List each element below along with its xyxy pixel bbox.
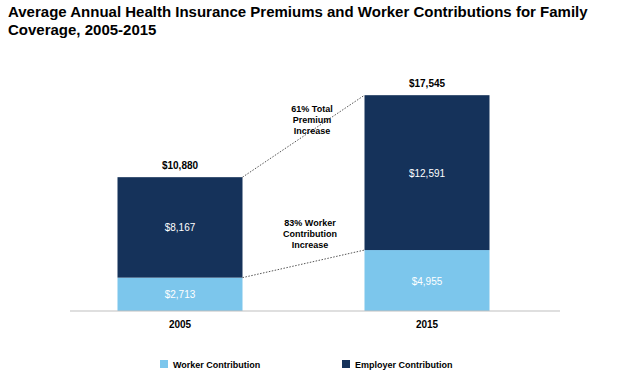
data-label: $8,167 — [165, 222, 196, 233]
bar-segment — [118, 278, 243, 311]
x-tick-label: 2005 — [169, 319, 192, 330]
bars — [118, 95, 490, 311]
data-label: $4,955 — [412, 276, 443, 287]
data-label: $2,713 — [165, 289, 196, 300]
data-label: $12,591 — [409, 168, 446, 179]
bar-segment — [118, 177, 243, 277]
bar-segment — [365, 250, 490, 311]
connector — [243, 95, 365, 177]
annotation: 61% TotalPremiumIncrease — [291, 104, 332, 136]
legend-swatch — [160, 360, 168, 368]
total-label: $10,880 — [162, 160, 199, 171]
baseline — [70, 311, 560, 312]
title: Average Annual Health Insurance Premiums… — [8, 3, 588, 38]
annotation: 83% WorkerContributionIncrease — [283, 218, 337, 250]
legend-label: Employer Contribution — [355, 360, 453, 370]
connector — [243, 250, 365, 278]
x-tick-label: 2015 — [416, 319, 439, 330]
legend-label: Worker Contribution — [173, 360, 260, 370]
labels: $2,713 $8,167 $10,880 2005 $4,955 $12,591 $17,… — [162, 78, 446, 330]
chart: Average Annual Health Insurance Premiums… — [0, 0, 630, 380]
total-label: $17,545 — [409, 78, 446, 89]
legend-swatch — [342, 360, 350, 368]
bar-segment — [365, 95, 490, 250]
